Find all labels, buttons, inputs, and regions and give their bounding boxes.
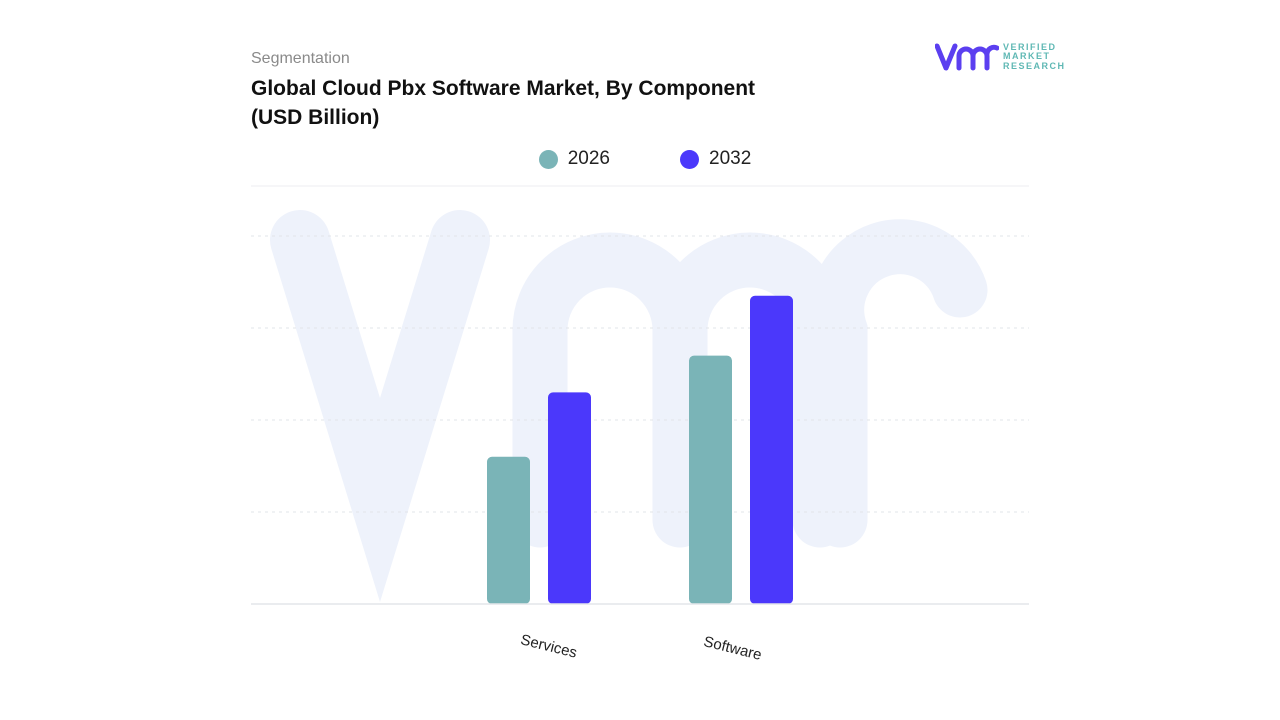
watermark <box>270 210 988 603</box>
bar-software-2026[interactable] <box>689 355 732 604</box>
watermark-v-icon <box>270 210 490 603</box>
logo-text: VERIFIED MARKET RESEARCH <box>1003 41 1066 72</box>
logo-word: RESEARCH <box>1003 60 1066 71</box>
logo-word: MARKET <box>1003 51 1051 62</box>
legend-label: 2026 <box>567 148 610 169</box>
legend-label: 2032 <box>709 148 752 169</box>
legend-dot-icon <box>538 149 558 169</box>
segmentation-label: Segmentation <box>251 50 350 67</box>
legend-dot-icon <box>680 149 699 169</box>
bar-services-2032[interactable] <box>548 392 591 604</box>
bar-software-2032[interactable] <box>750 295 793 604</box>
watermark-mr-icon <box>512 219 988 548</box>
chart-title: Global Cloud Pbx Software Market, By Com… <box>251 77 756 129</box>
logo-word: VERIFIED <box>1003 41 1057 52</box>
legend-item-2026[interactable]: 2026 <box>538 148 610 170</box>
bar-services-2026[interactable] <box>487 456 530 604</box>
vmr-logo-mark-icon <box>935 43 999 71</box>
vmr-logo: VERIFIED MARKET RESEARCH <box>935 42 1066 72</box>
legend-item-2032[interactable]: 2032 <box>680 148 751 170</box>
legend: 2026 2032 <box>0 148 1280 170</box>
